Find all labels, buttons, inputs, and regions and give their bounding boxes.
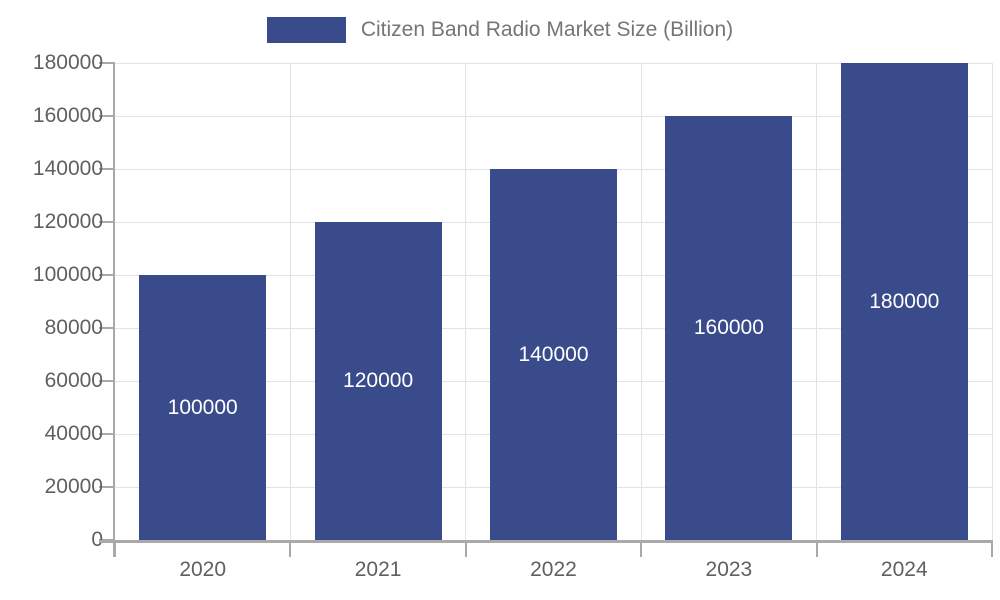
x-axis-tick <box>640 540 643 557</box>
bar-2022[interactable] <box>490 169 617 540</box>
gridline-vertical <box>465 63 467 540</box>
plot-area: 0 20000 40000 60000 80000 100000 120000 140000 1… <box>33 51 993 581</box>
chart-legend[interactable]: Citizen Band Radio Market Size (Billion) <box>0 17 1000 43</box>
gridline-horizontal <box>115 115 992 117</box>
x-tick-label: 2021 <box>354 558 402 581</box>
x-axis-tick <box>289 540 292 557</box>
bar-value-label: 120000 <box>343 369 414 392</box>
y-tick-label: 100000 <box>32 263 103 286</box>
y-tick-label: 120000 <box>32 210 103 233</box>
gridline-vertical <box>289 63 291 540</box>
bar-value-label: 160000 <box>693 316 764 339</box>
y-tick-label: 0 <box>91 528 103 551</box>
bar-2024[interactable] <box>840 63 968 540</box>
y-tick-label: 140000 <box>32 157 103 180</box>
bar-value-label: 140000 <box>518 342 589 366</box>
x-axis-line <box>99 540 992 543</box>
y-axis-tick <box>99 274 115 276</box>
y-axis-line <box>113 63 115 557</box>
x-axis-tick <box>815 540 818 557</box>
y-tick-label: 160000 <box>32 104 103 127</box>
gridline-vertical <box>991 63 993 540</box>
y-tick-label: 40000 <box>44 422 103 445</box>
y-axis-tick <box>99 327 115 329</box>
y-axis-tick <box>99 486 115 488</box>
bar-2020[interactable] <box>139 275 267 540</box>
legend-swatch <box>266 17 346 43</box>
x-tick-label: 2024 <box>880 558 928 581</box>
x-axis-tick <box>114 540 116 557</box>
x-axis-tick <box>464 540 467 557</box>
gridline-horizontal <box>115 62 992 64</box>
gridline-vertical <box>816 63 818 540</box>
x-tick-label: 2020 <box>179 558 227 581</box>
y-tick-label: 20000 <box>44 475 103 498</box>
y-axis-tick <box>99 433 115 435</box>
bar-2023[interactable] <box>665 116 793 540</box>
x-axis-tick <box>991 540 993 557</box>
y-tick-label: 60000 <box>44 369 103 392</box>
y-axis-tick <box>99 221 115 223</box>
y-axis-tick <box>99 62 115 64</box>
legend-label: Citizen Band Radio Market Size (Billion) <box>360 18 734 41</box>
x-tick-label: 2022 <box>530 558 577 581</box>
gridline-vertical <box>640 63 642 540</box>
y-tick-label: 80000 <box>44 316 103 339</box>
y-axis-tick <box>99 115 115 117</box>
bar-value-label: 100000 <box>167 395 238 419</box>
y-axis-tick <box>99 380 115 382</box>
bar-2021[interactable] <box>314 222 442 540</box>
x-tick-label: 2023 <box>705 558 753 581</box>
y-tick-label: 180000 <box>32 51 103 74</box>
y-axis-tick <box>99 168 115 170</box>
bar-value-label: 180000 <box>869 289 940 313</box>
